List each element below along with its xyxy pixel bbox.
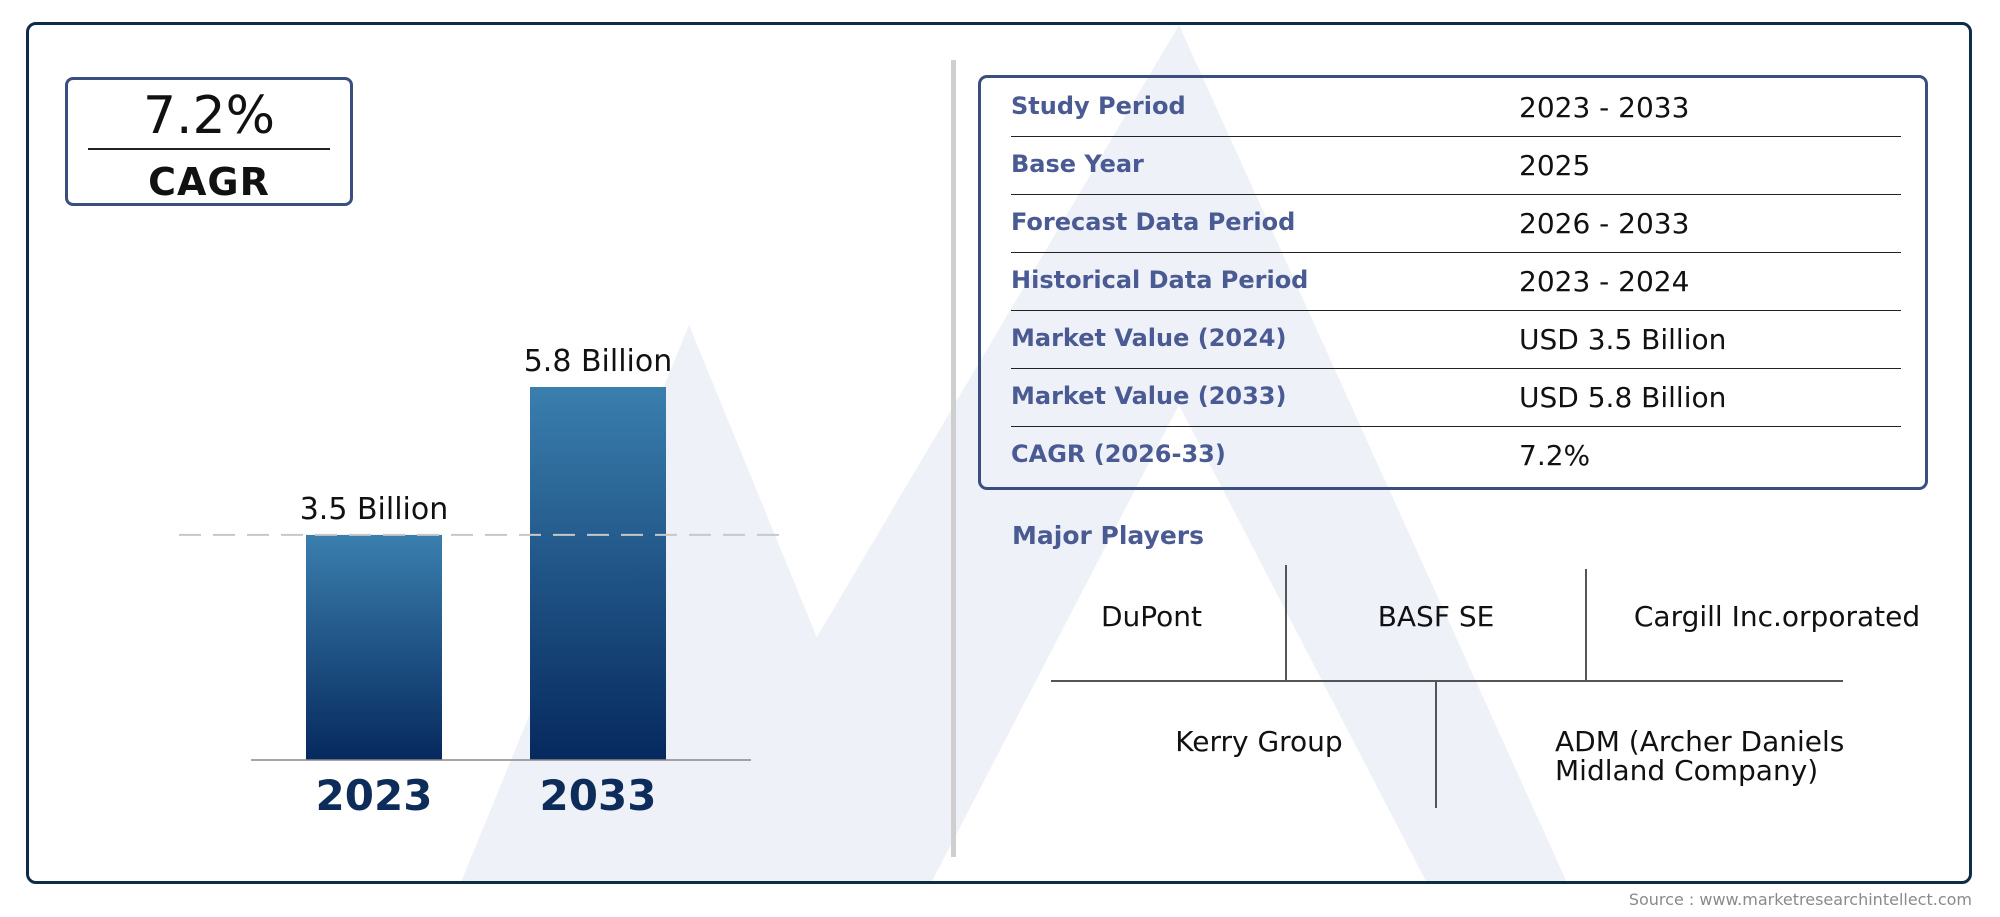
market-info-table: Study Period 2023 - 2033 Base Year 2025 …: [978, 75, 1928, 490]
cagr-value: 7.2%: [142, 86, 276, 146]
infographic-frame: 7.2% CAGR 3.5 Billion 2023 5.8 Billion 2033…: [26, 22, 1972, 884]
info-value: 2025: [1519, 149, 1591, 182]
players-divider: [1051, 680, 1843, 682]
info-label: Forecast Data Period: [1011, 208, 1296, 236]
info-label: Study Period: [1011, 92, 1186, 120]
category-label-2033: 2033: [540, 771, 657, 820]
players-divider: [1285, 565, 1287, 680]
player-basf: BASF SE: [1377, 600, 1495, 633]
player-cargill: Cargill Inc.orporated: [1633, 600, 1921, 633]
info-label: CAGR (2026-33): [1011, 440, 1226, 468]
cagr-divider: [88, 148, 330, 150]
info-row-market-value-2024: Market Value (2024) USD 3.5 Billion: [1011, 310, 1901, 369]
cagr-box: 7.2% CAGR: [65, 77, 353, 206]
player-dupont: DuPont: [1100, 600, 1203, 633]
section-divider: [951, 60, 956, 857]
data-label-2023: 3.5 Billion: [300, 492, 449, 527]
info-value: 2026 - 2033: [1519, 207, 1690, 240]
category-label-2023: 2023: [316, 771, 433, 820]
info-label: Base Year: [1011, 150, 1144, 178]
info-value: 2023 - 2024: [1519, 265, 1690, 298]
info-value: USD 3.5 Billion: [1519, 323, 1727, 356]
bar-2023: [306, 534, 442, 760]
market-bar-chart: 3.5 Billion 2023 5.8 Billion 2033: [179, 344, 791, 820]
major-players-title: Major Players: [1012, 521, 1204, 550]
players-divider: [1435, 680, 1437, 808]
info-label: Historical Data Period: [1011, 266, 1309, 294]
info-label: Market Value (2024): [1011, 324, 1287, 352]
info-value: USD 5.8 Billion: [1519, 381, 1727, 414]
info-row-market-value-2033: Market Value (2033) USD 5.8 Billion: [1011, 368, 1901, 427]
bar-2033: [530, 387, 666, 760]
data-label-2033: 5.8 Billion: [524, 344, 673, 379]
players-divider: [1585, 569, 1587, 680]
cagr-label: CAGR: [148, 160, 270, 204]
info-row-cagr: CAGR (2026-33) 7.2%: [1011, 426, 1901, 484]
info-value: 2023 - 2033: [1519, 91, 1690, 124]
source-note: Source : www.marketresearchintellect.com: [1628, 890, 1972, 909]
info-row-forecast-period: Forecast Data Period 2026 - 2033: [1011, 194, 1901, 253]
info-row-historical-period: Historical Data Period 2023 - 2024: [1011, 252, 1901, 311]
info-label: Market Value (2033): [1011, 382, 1287, 410]
player-adm: ADM (Archer Daniels Midland Company): [1555, 725, 1845, 788]
info-row-study-period: Study Period 2023 - 2033: [1011, 78, 1901, 137]
player-kerry: Kerry Group: [1175, 725, 1343, 758]
info-row-base-year: Base Year 2025: [1011, 136, 1901, 195]
info-value: 7.2%: [1519, 439, 1591, 472]
